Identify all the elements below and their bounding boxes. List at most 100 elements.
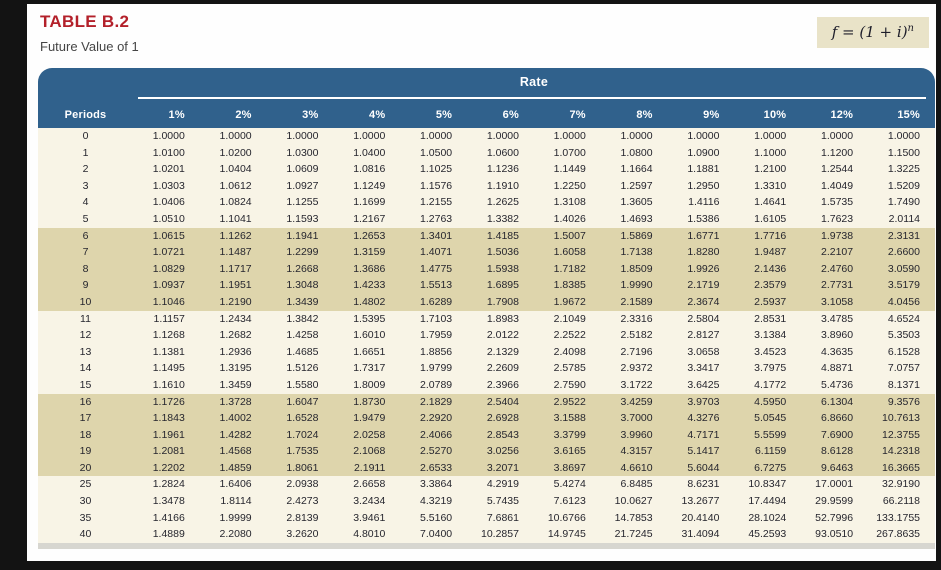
factor-value-cell: 2.0789 <box>420 378 453 391</box>
factor-value-cell: 1.1664 <box>620 163 653 176</box>
factor-value-cell: 1.4641 <box>754 196 787 209</box>
factor-value-cell: 2.2522 <box>553 329 586 342</box>
factor-value-cell: 45.2593 <box>748 528 787 541</box>
factor-value-cell: 1.4685 <box>286 345 319 358</box>
factor-value-cell: 6.7275 <box>754 461 787 474</box>
factor-value-cell: 1.9479 <box>353 412 386 425</box>
rate-group-header: Rate <box>519 75 549 89</box>
factor-value-cell: 1.3605 <box>620 196 653 209</box>
factor-value-cell: 1.4002 <box>219 412 252 425</box>
factor-value-cell: 1.0000 <box>887 130 920 142</box>
factor-value-cell: 2.1436 <box>754 262 787 275</box>
factor-value-cell: 267.8635 <box>876 528 920 541</box>
factor-value-cell: 1.1381 <box>152 345 185 358</box>
factor-value-cell: 2.7196 <box>620 345 653 358</box>
period-cell: 14 <box>79 362 92 375</box>
factor-value-cell: 2.1589 <box>620 295 653 308</box>
factor-value-cell: 2.5785 <box>553 362 586 375</box>
factor-value-cell: 2.4760 <box>820 262 854 275</box>
factor-value-cell: 1.5869 <box>620 229 653 242</box>
factor-value-cell: 1.3439 <box>286 295 319 308</box>
factor-value-cell: 1.5580 <box>286 378 319 391</box>
rate-column-header: 1% <box>168 109 185 121</box>
factor-value-cell: 1.8730 <box>353 395 386 408</box>
factor-value-cell: 1.2155 <box>420 196 453 209</box>
factor-value-cell: 1.9999 <box>219 511 252 524</box>
factor-value-cell: 2.9372 <box>620 362 653 375</box>
factor-value-cell: 1.3401 <box>420 229 453 242</box>
factor-value-cell: 1.0406 <box>152 196 185 209</box>
period-cell: 25 <box>79 478 92 491</box>
factor-value-cell: 1.1236 <box>486 163 519 176</box>
factor-value-cell: 14.7853 <box>614 511 653 524</box>
factor-value-cell: 8.6231 <box>687 478 720 491</box>
factor-value-cell: 1.7317 <box>353 362 386 375</box>
factor-value-cell: 1.7138 <box>620 246 653 259</box>
factor-value-cell: 1.0000 <box>553 130 586 142</box>
factor-value-cell: 1.0510 <box>152 212 185 225</box>
factor-value-cell: 29.9599 <box>815 495 854 508</box>
factor-value-cell: 7.6861 <box>486 511 519 524</box>
rate-column-header: 8% <box>636 109 653 121</box>
factor-value-cell: 16.3665 <box>882 461 920 474</box>
factor-value-cell: 1.0612 <box>219 179 252 192</box>
factor-value-cell: 1.4071 <box>420 246 453 259</box>
factor-value-cell: 5.5599 <box>754 428 787 441</box>
factor-value-cell: 1.7716 <box>754 229 787 242</box>
factor-value-cell: 14.9745 <box>547 528 586 541</box>
factor-value-cell: 93.0510 <box>815 528 854 541</box>
page-subtitle: Future Value of 1 <box>40 39 139 54</box>
factor-value-cell: 2.3131 <box>887 229 920 242</box>
table-body: 0 1.0000 1.0000 1.0000 1.0000 1.0000 1.0000 1.0… <box>38 128 935 543</box>
factor-value-cell: 1.2100 <box>754 163 787 176</box>
factor-value-cell: 4.8010 <box>353 528 386 541</box>
factor-value-cell: 1.4889 <box>152 528 185 541</box>
factor-value-cell: 9.6463 <box>820 461 854 474</box>
factor-value-cell: 6.1159 <box>754 445 787 458</box>
factor-value-cell: 1.3459 <box>219 378 252 391</box>
factor-value-cell: 2.2609 <box>486 362 519 375</box>
factor-value-cell: 1.0700 <box>553 146 586 159</box>
factor-value-cell: 1.9990 <box>620 279 653 292</box>
factor-value-cell: 2.5270 <box>420 445 453 458</box>
factor-value-cell: 1.9926 <box>687 262 720 275</box>
factor-value-cell: 2.5404 <box>486 395 519 408</box>
factor-value-cell: 1.1157 <box>153 312 185 325</box>
factor-value-cell: 3.3864 <box>420 478 453 491</box>
factor-value-cell: 3.0658 <box>687 345 720 358</box>
factor-value-cell: 10.6766 <box>547 511 586 524</box>
table-row: 14 1.1495 1.3195 1.5126 1.7317 1.9799 2.2609 2.… <box>38 360 935 377</box>
factor-value-cell: 3.1058 <box>820 295 854 308</box>
factor-value-cell: 2.4098 <box>553 345 586 358</box>
factor-value-cell: 1.6047 <box>286 395 319 408</box>
factor-value-cell: 2.1829 <box>420 395 453 408</box>
rate-column-header: 7% <box>569 109 586 121</box>
factor-value-cell: 1.0400 <box>353 146 386 159</box>
factor-value-cell: 2.6533 <box>420 461 453 474</box>
factor-value-cell: 1.9672 <box>553 295 586 308</box>
factor-value-cell: 1.2950 <box>687 179 720 192</box>
factor-value-cell: 1.1000 <box>754 146 787 159</box>
factor-value-cell: 3.6425 <box>687 378 720 391</box>
table-row: 15 1.1610 1.3459 1.5580 1.8009 2.0789 2.3966 2.… <box>38 377 935 394</box>
factor-value-cell: 2.3674 <box>687 295 720 308</box>
factor-value-cell: 1.9487 <box>754 246 787 259</box>
factor-value-cell: 1.4116 <box>688 196 720 209</box>
factor-value-cell: 1.1487 <box>219 246 252 259</box>
factor-value-cell: 3.4523 <box>754 345 787 358</box>
factor-value-cell: 1.1262 <box>219 229 252 242</box>
factor-value-cell: 3.5179 <box>887 279 920 292</box>
formula-exponent: n <box>907 23 914 34</box>
period-cell: 5 <box>82 212 89 225</box>
factor-value-cell: 2.3579 <box>754 279 787 292</box>
factor-value-cell: 10.7613 <box>882 412 920 425</box>
factor-value-cell: 3.1384 <box>754 329 787 342</box>
factor-value-cell: 2.2107 <box>820 246 854 259</box>
factor-value-cell: 1.8009 <box>353 378 386 391</box>
factor-value-cell: 1.0000 <box>754 130 787 142</box>
factor-value-cell: 1.0829 <box>152 262 185 275</box>
factor-value-cell: 4.3635 <box>820 345 854 358</box>
factor-value-cell: 5.1417 <box>687 445 720 458</box>
period-cell: 9 <box>82 279 89 292</box>
factor-value-cell: 1.2763 <box>420 212 453 225</box>
